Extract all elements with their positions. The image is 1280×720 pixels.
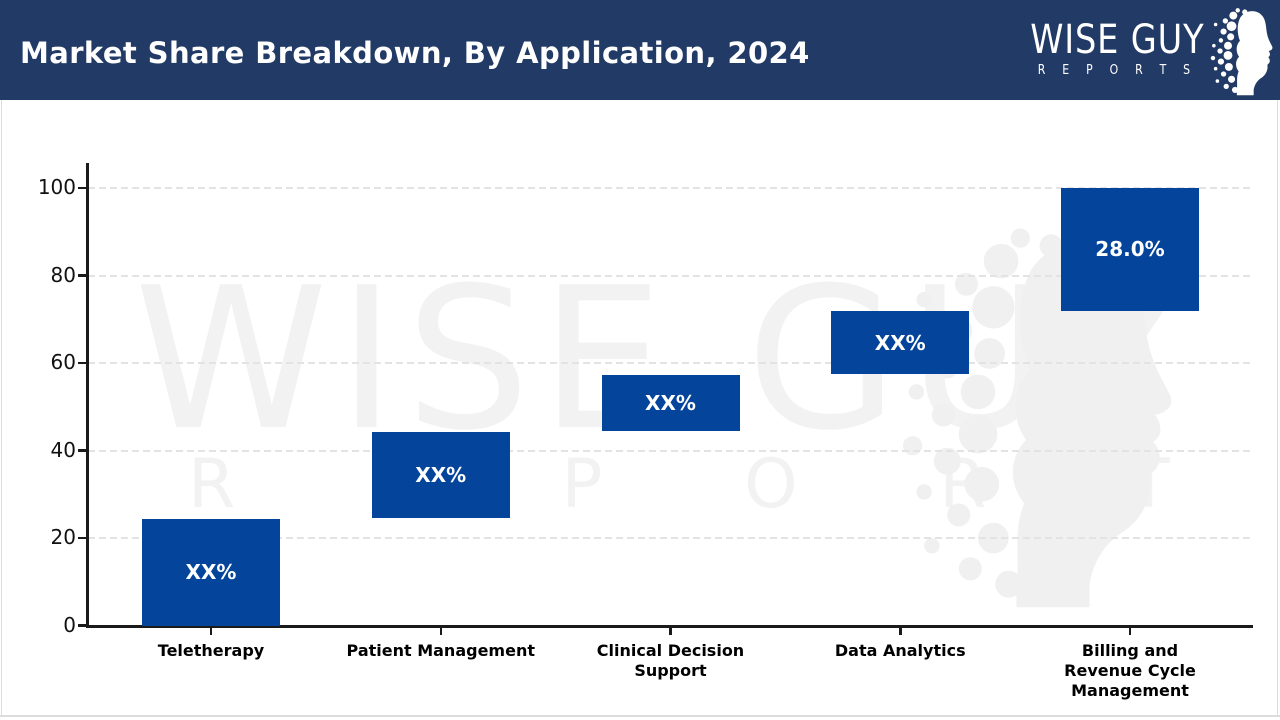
page-bottom-border bbox=[0, 715, 1280, 717]
y-axis-tick bbox=[78, 186, 87, 190]
y-axis-tick-label: 100 bbox=[37, 175, 76, 199]
bar-value-label: XX% bbox=[874, 330, 926, 355]
x-axis-tick bbox=[899, 627, 902, 635]
y-axis-tick bbox=[78, 624, 87, 627]
y-axis-tick-label: 80 bbox=[50, 262, 76, 287]
y-axis-line bbox=[86, 163, 89, 627]
x-axis-tick bbox=[669, 627, 672, 635]
x-axis-tick bbox=[439, 627, 442, 635]
y-axis-tick bbox=[78, 536, 87, 540]
x-axis-category-label: Patient Management bbox=[346, 641, 535, 660]
y-axis-tick-label: 40 bbox=[50, 437, 76, 462]
logo-wordmark: WISE GUY R E P O R T S bbox=[1030, 18, 1204, 79]
bar-segment: XX% bbox=[601, 375, 740, 431]
x-axis-tick bbox=[1128, 627, 1132, 635]
page-left-border bbox=[1, 100, 2, 716]
logo-brand-name: WISE GUY bbox=[1029, 17, 1204, 63]
x-axis-category-label: Clinical Decision Support bbox=[596, 641, 745, 680]
y-axis-tick-label: 20 bbox=[50, 525, 76, 549]
x-axis-category-label: Teletherapy bbox=[157, 641, 265, 660]
bar-segment: 28.0% bbox=[1061, 188, 1199, 311]
x-axis-tick bbox=[209, 627, 213, 635]
x-axis-category-label: Billing and Revenue Cycle Management bbox=[1064, 641, 1196, 700]
y-axis-tick bbox=[78, 274, 87, 277]
bar-segment: XX% bbox=[142, 518, 280, 626]
gridline-100 bbox=[88, 187, 1253, 189]
y-axis-tick-label: 60 bbox=[50, 350, 76, 374]
bar-value-label: 28.0% bbox=[1095, 237, 1165, 262]
bar-segment: XX% bbox=[831, 311, 970, 374]
wise-guy-reports-logo: WISE GUY R E P O R T S bbox=[1011, 2, 1276, 98]
gridline-80 bbox=[88, 274, 1253, 277]
gridline-20 bbox=[88, 537, 1253, 539]
bar-segment: XX% bbox=[371, 432, 510, 518]
bar-value-label: XX% bbox=[645, 391, 696, 416]
bar-value-label: XX% bbox=[185, 560, 237, 585]
x-axis-category-label: Data Analytics bbox=[834, 641, 966, 660]
y-axis-tick bbox=[78, 361, 87, 365]
logo-brand-subtitle: R E P O R T S bbox=[1037, 63, 1197, 78]
page-title: Market Share Breakdown, By Application, … bbox=[20, 36, 810, 70]
gridline-40 bbox=[88, 449, 1253, 452]
y-axis-tick bbox=[78, 449, 87, 452]
bar-value-label: XX% bbox=[415, 463, 467, 487]
gridline-60 bbox=[88, 362, 1253, 364]
header-band: Market Share Breakdown, By Application, … bbox=[0, 0, 1280, 100]
x-axis-line bbox=[86, 624, 1253, 628]
page-right-border bbox=[1277, 100, 1278, 716]
y-axis-tick-label: 0 bbox=[63, 612, 76, 637]
